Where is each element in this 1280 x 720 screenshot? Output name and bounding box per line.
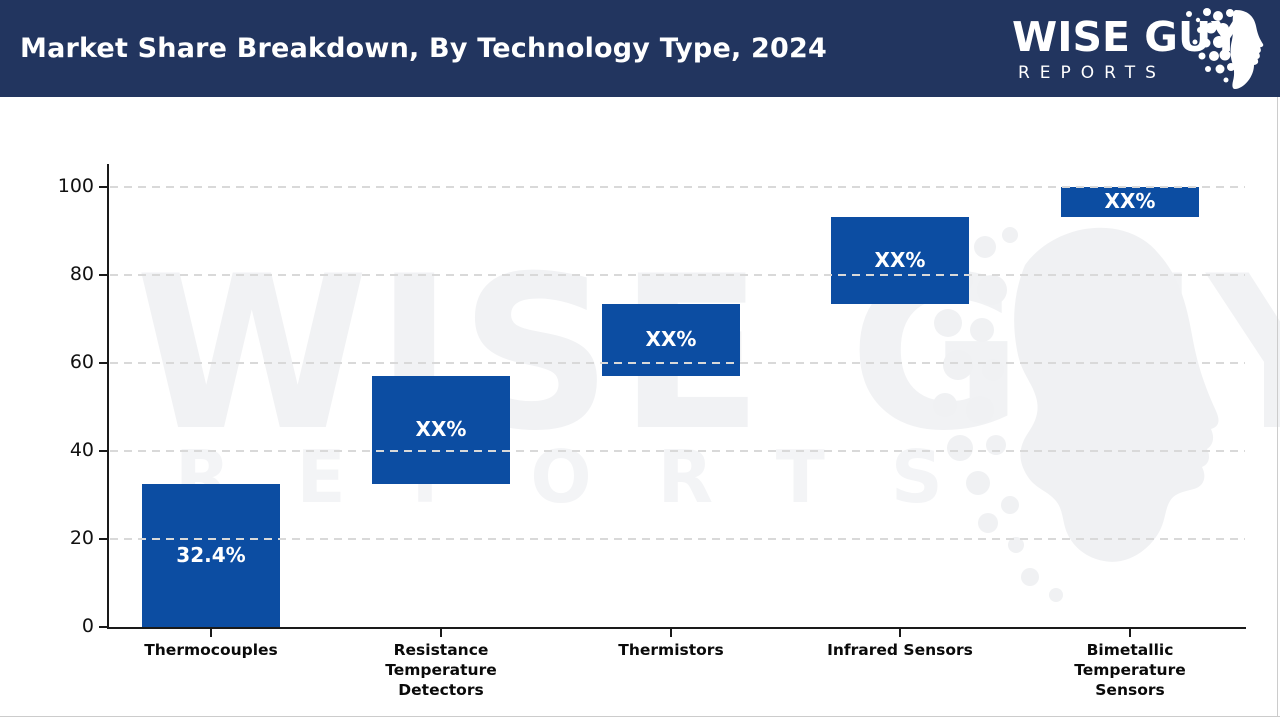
y-tick-label: 60 [69,351,94,373]
gridline [110,538,1245,540]
x-axis-label-thermocouples: Thermocouples [144,641,278,659]
page-title: Market Share Breakdown, By Technology Ty… [20,33,827,64]
x-tick-mark [1129,629,1131,637]
y-tick-mark [99,274,107,276]
bar-thermocouples [142,484,280,627]
watermark-subtitle: REPORTS [175,435,1009,519]
x-tick-mark [899,629,901,637]
y-tick-mark [99,538,107,540]
x-axis-label-infrared-sensors: Infrared Sensors [827,641,973,659]
y-tick-label: 100 [57,175,94,197]
bar-value-label: 32.4% [176,542,246,567]
y-tick-label: 20 [69,527,94,549]
bar-resistance-temperature-detectors [372,376,510,485]
y-tick-mark [99,362,107,364]
logo-wordmark: WISE GUY [1012,13,1242,61]
y-axis-line [107,164,109,629]
gridline [110,362,1245,364]
page-border-right [1277,97,1278,717]
bar-value-label: XX% [874,247,926,272]
logo-subtitle: REPORTS [1018,63,1166,83]
bar-thermistors [602,304,740,377]
y-tick-mark [99,186,107,188]
y-tick-mark [99,626,107,628]
gridline [110,274,1245,276]
y-tick-label: 40 [69,439,94,461]
x-tick-mark [440,629,442,637]
bar-value-label: XX% [1104,188,1156,213]
page-border-bottom [0,716,1280,717]
x-axis-line [107,627,1246,629]
x-tick-mark [670,629,672,637]
x-tick-mark [210,629,212,637]
x-axis-label-thermistors: Thermistors [618,641,724,659]
gridline [110,450,1245,452]
bar-value-label: XX% [645,327,697,352]
watermark-head-icon [933,227,1219,602]
wiseguy-logo: WISE GUY REPORTS [1012,8,1264,89]
logo-head-dots-icon [1186,8,1264,89]
y-tick-label: 80 [69,263,94,285]
bar-infrared-sensors [831,216,969,305]
bar-value-label: XX% [415,417,467,442]
y-tick-label: 0 [81,615,94,637]
x-axis-label-resistance: Resistance Temperature Detectors [385,641,497,699]
header: Market Share Breakdown, By Technology Ty… [0,0,1280,97]
x-axis-label-bimetallic: Bimetallic Temperature Sensors [1074,641,1186,699]
gridline [110,186,1245,188]
y-tick-mark [99,450,107,452]
bar-bimetallic-temperature-sensors [1061,187,1199,217]
